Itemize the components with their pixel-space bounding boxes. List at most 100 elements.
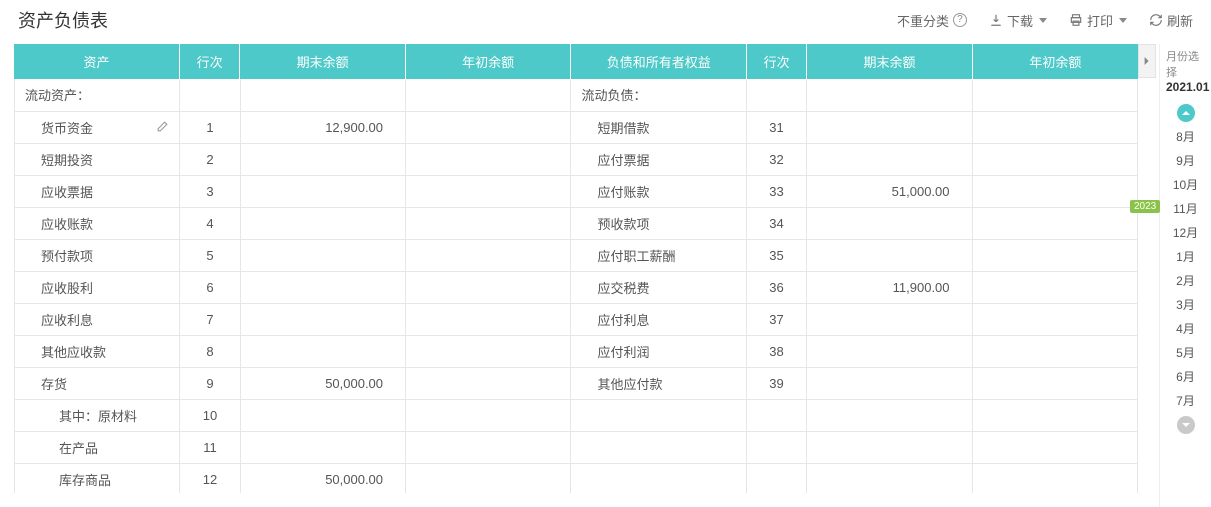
col-asset: 资产 bbox=[14, 44, 180, 79]
asset-row-cell: 5 bbox=[180, 239, 240, 271]
month-list: 8月 9月 10月 11月 12月 1月 2月 3月 4月 5月 6月 7月 bbox=[1160, 100, 1211, 434]
print-label: 打印 bbox=[1087, 11, 1113, 30]
month-down-button[interactable] bbox=[1177, 416, 1195, 434]
col-end: 期末余额 bbox=[240, 44, 406, 79]
asset-end-cell bbox=[240, 239, 405, 271]
month-item[interactable]: 11月 bbox=[1173, 200, 1197, 218]
month-panel-title: 月份选择 bbox=[1160, 44, 1211, 80]
month-item[interactable]: 3月 bbox=[1176, 296, 1195, 314]
month-item[interactable]: 10月 bbox=[1173, 176, 1198, 194]
print-icon bbox=[1069, 13, 1083, 27]
download-action[interactable]: 下载 bbox=[989, 11, 1047, 30]
asset-end-cell: 12,900.00 bbox=[240, 111, 405, 143]
asset-name-cell: 其他应收款 bbox=[15, 335, 180, 367]
liab-end-cell bbox=[807, 367, 972, 399]
liab-row-cell bbox=[746, 79, 806, 111]
liab-name-cell: 应交税费 bbox=[571, 271, 746, 303]
liab-end-cell bbox=[807, 207, 972, 239]
print-action[interactable]: 打印 bbox=[1069, 11, 1127, 30]
asset-name-cell: 预付款项 bbox=[15, 239, 180, 271]
table-row: 库存商品1250,000.00 bbox=[15, 463, 1138, 493]
asset-end-cell bbox=[240, 303, 405, 335]
table-row: 应收利息 7 应付利息37 bbox=[15, 303, 1138, 335]
liab-row-cell bbox=[746, 399, 806, 431]
asset-row-cell: 8 bbox=[180, 335, 240, 367]
table-row: 其他应收款8应付利润38 bbox=[15, 335, 1138, 367]
month-item[interactable]: 8月 bbox=[1176, 128, 1195, 146]
liab-end-cell bbox=[807, 431, 972, 463]
asset-begin-cell bbox=[406, 207, 571, 239]
month-item[interactable]: 1月 bbox=[1176, 248, 1195, 266]
asset-row-cell: 6 bbox=[180, 271, 240, 303]
balance-sheet-body: 流动资产：流动负债：货币资金112,900.00短期借款31短期投资2应付票据3… bbox=[14, 79, 1138, 493]
month-item[interactable]: 4月 bbox=[1176, 320, 1195, 338]
asset-row-cell: 10 bbox=[180, 399, 240, 431]
liab-begin-cell bbox=[972, 335, 1137, 367]
asset-begin-cell bbox=[406, 111, 571, 143]
asset-end-cell bbox=[240, 399, 405, 431]
month-item[interactable]: 7月 bbox=[1176, 392, 1195, 410]
asset-begin-cell bbox=[406, 271, 571, 303]
asset-name-cell: 库存商品 bbox=[15, 463, 180, 493]
table-scroll[interactable]: 流动资产：流动负债：货币资金112,900.00短期借款31短期投资2应付票据3… bbox=[14, 79, 1152, 493]
scroll-right-button[interactable] bbox=[1138, 44, 1156, 78]
month-up-button[interactable] bbox=[1177, 104, 1195, 122]
month-item[interactable]: 9月 bbox=[1176, 152, 1195, 170]
liab-row-cell: 37 bbox=[746, 303, 806, 335]
col-begin2: 年初余额 bbox=[972, 44, 1138, 79]
asset-name: 应收股利 bbox=[41, 281, 93, 296]
table-row: 应收票据3应付账款3351,000.00 bbox=[15, 175, 1138, 207]
table-row: 应收账款4预收款项34 bbox=[15, 207, 1138, 239]
balance-sheet-header: 资产 行次 期末余额 年初余额 负债和所有者权益 行次 期末余额 年初余额 bbox=[14, 44, 1138, 79]
liab-name-cell: 预收款项 bbox=[571, 207, 746, 239]
month-panel-date: 2021.01 bbox=[1160, 80, 1211, 100]
topbar: 资产负债表 不重分类 ? 下载 打印 刷新 bbox=[0, 0, 1211, 44]
asset-row-cell: 4 bbox=[180, 207, 240, 239]
asset-name-cell: 短期投资 bbox=[15, 143, 180, 175]
liab-begin-cell bbox=[972, 175, 1137, 207]
month-item[interactable]: 12月 bbox=[1173, 224, 1198, 242]
asset-begin-cell bbox=[406, 431, 571, 463]
asset-name-cell: 在产品 bbox=[15, 431, 180, 463]
asset-begin-cell bbox=[406, 399, 571, 431]
refresh-action[interactable]: 刷新 bbox=[1149, 11, 1193, 30]
asset-row-cell: 9 bbox=[180, 367, 240, 399]
liab-name-cell bbox=[571, 463, 746, 493]
liab-name-cell bbox=[571, 431, 746, 463]
asset-name: 货币资金 bbox=[41, 121, 93, 136]
asset-name: 应收利息 bbox=[41, 313, 93, 328]
asset-name: 流动资产： bbox=[25, 88, 90, 103]
reclassify-action[interactable]: 不重分类 ? bbox=[897, 11, 967, 30]
month-item[interactable]: 2月 bbox=[1176, 272, 1195, 290]
asset-name: 存货 bbox=[41, 377, 67, 392]
asset-begin-cell bbox=[406, 367, 571, 399]
liab-begin-cell bbox=[972, 207, 1137, 239]
asset-end-cell bbox=[240, 431, 405, 463]
help-icon: ? bbox=[953, 13, 967, 27]
liab-row-cell: 33 bbox=[746, 175, 806, 207]
liab-name-cell: 应付利息 bbox=[571, 303, 746, 335]
liab-begin-cell bbox=[972, 79, 1137, 111]
asset-begin-cell bbox=[406, 463, 571, 493]
chevron-right-icon bbox=[1143, 56, 1151, 66]
edit-icon[interactable] bbox=[156, 118, 169, 133]
asset-name: 库存商品 bbox=[59, 473, 111, 488]
month-item[interactable]: 5月 bbox=[1176, 344, 1195, 362]
download-icon bbox=[989, 13, 1003, 27]
asset-row-cell: 7 bbox=[180, 303, 240, 335]
liab-row-cell: 32 bbox=[746, 143, 806, 175]
col-end2: 期末余额 bbox=[807, 44, 973, 79]
asset-begin-cell bbox=[406, 239, 571, 271]
month-item[interactable]: 6月 bbox=[1176, 368, 1195, 386]
liab-row-cell: 35 bbox=[746, 239, 806, 271]
liab-name-cell: 应付职工薪酬 bbox=[571, 239, 746, 271]
liab-row-cell: 34 bbox=[746, 207, 806, 239]
asset-row-cell bbox=[180, 79, 240, 111]
asset-row-cell: 2 bbox=[180, 143, 240, 175]
asset-name: 其他应收款 bbox=[41, 345, 106, 360]
table-wrap: 资产 行次 期末余额 年初余额 负债和所有者权益 行次 期末余额 年初余额 bbox=[0, 44, 1159, 507]
liab-end-cell bbox=[807, 463, 972, 493]
asset-begin-cell bbox=[406, 303, 571, 335]
liab-end-cell bbox=[807, 335, 972, 367]
liab-begin-cell bbox=[972, 399, 1137, 431]
